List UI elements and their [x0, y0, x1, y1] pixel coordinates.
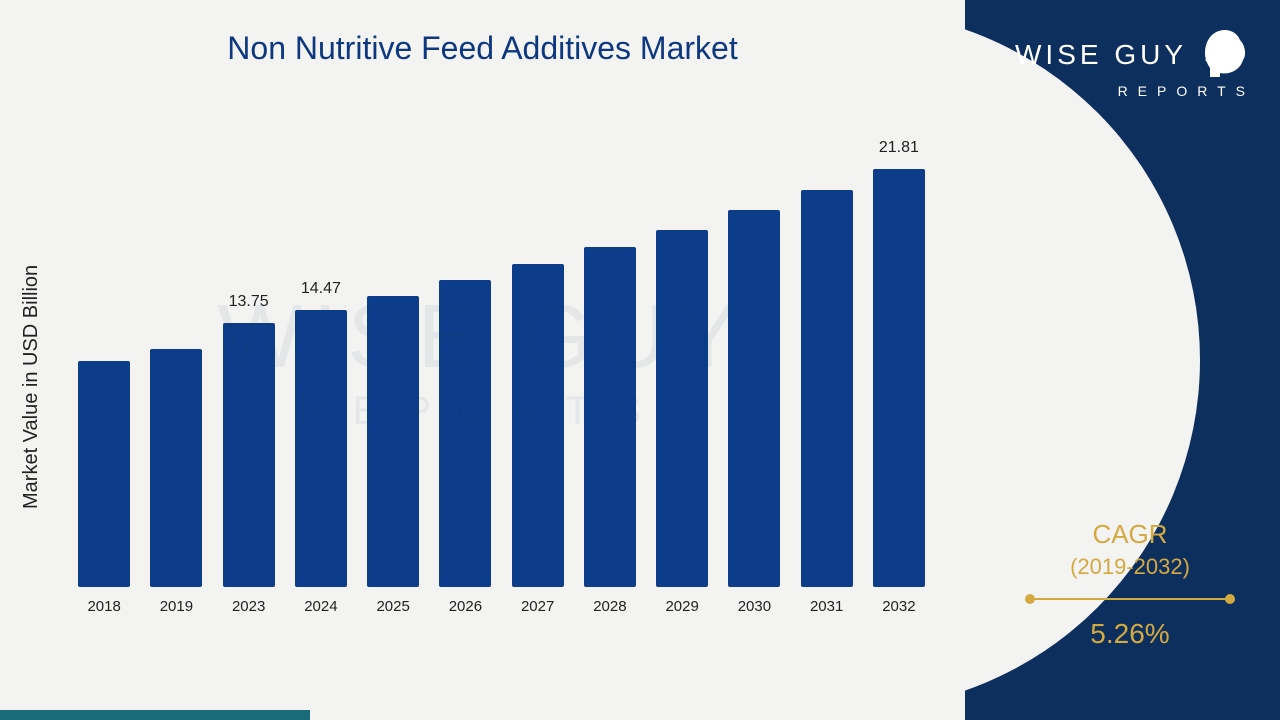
y-axis-label: Market Value in USD Billion — [20, 107, 43, 627]
bar-group: 2026 — [429, 107, 501, 587]
bar — [223, 323, 275, 587]
bar — [656, 230, 708, 587]
logo-text-main: WISE GUY — [1015, 39, 1187, 71]
bar-value-label: 21.81 — [879, 139, 919, 157]
bar-group: 21.812032 — [863, 107, 935, 587]
bar — [367, 296, 419, 587]
bar — [439, 280, 491, 587]
bar-value-label: 14.47 — [301, 280, 341, 298]
x-tick-label: 2024 — [304, 598, 337, 615]
cagr-label: CAGR — [1000, 519, 1260, 550]
bar-group: 14.472024 — [285, 107, 357, 587]
x-tick-label: 2025 — [376, 598, 409, 615]
x-tick-label: 2023 — [232, 598, 265, 615]
cagr-divider-line — [1030, 598, 1230, 600]
bar — [78, 361, 130, 587]
bar — [728, 210, 780, 587]
x-tick-label: 2031 — [810, 598, 843, 615]
bar — [150, 349, 202, 587]
bar-group: 2025 — [357, 107, 429, 587]
bars-container: 2018201913.75202314.47202420252026202720… — [58, 107, 945, 627]
main-container: WISE GUY REPORTS Non Nutritive Feed Addi… — [0, 0, 1280, 720]
x-tick-label: 2026 — [449, 598, 482, 615]
bar — [584, 247, 636, 587]
bar-group: 2027 — [502, 107, 574, 587]
x-tick-label: 2027 — [521, 598, 554, 615]
x-tick-label: 2030 — [738, 598, 771, 615]
logo: WISE GUY REPORTS — [1015, 25, 1255, 99]
bar-value-label: 13.75 — [229, 293, 269, 311]
logo-text-sub: REPORTS — [1015, 83, 1255, 99]
logo-head-icon — [1195, 25, 1255, 85]
bar — [801, 190, 853, 587]
bar-group: 2030 — [718, 107, 790, 587]
bar-group: 2028 — [574, 107, 646, 587]
bar — [873, 169, 925, 587]
x-tick-label: 2032 — [882, 598, 915, 615]
cagr-value: 5.26% — [1000, 618, 1260, 650]
chart-area: WISE GUY REPORTS Non Nutritive Feed Addi… — [0, 0, 965, 720]
bar-group: 2031 — [791, 107, 863, 587]
bottom-accent-bar — [0, 710, 310, 720]
bar-group: 2018 — [68, 107, 140, 587]
x-tick-label: 2018 — [87, 598, 120, 615]
chart-container: Market Value in USD Billion 2018201913.7… — [20, 107, 945, 627]
bar-group: 13.752023 — [213, 107, 285, 587]
x-tick-label: 2019 — [160, 598, 193, 615]
cagr-period: (2019-2032) — [1000, 554, 1260, 580]
bar-group: 2019 — [140, 107, 212, 587]
cagr-box: CAGR (2019-2032) 5.26% — [1000, 519, 1260, 650]
sidebar: WISE GUY REPORTS CAGR (2019-2032) 5.26% — [965, 0, 1280, 720]
logo-main: WISE GUY — [1015, 25, 1255, 85]
x-tick-label: 2028 — [593, 598, 626, 615]
bar-group: 2029 — [646, 107, 718, 587]
x-tick-label: 2029 — [665, 598, 698, 615]
chart-title: Non Nutritive Feed Additives Market — [20, 30, 945, 67]
bar — [512, 264, 564, 587]
bar — [295, 310, 347, 587]
